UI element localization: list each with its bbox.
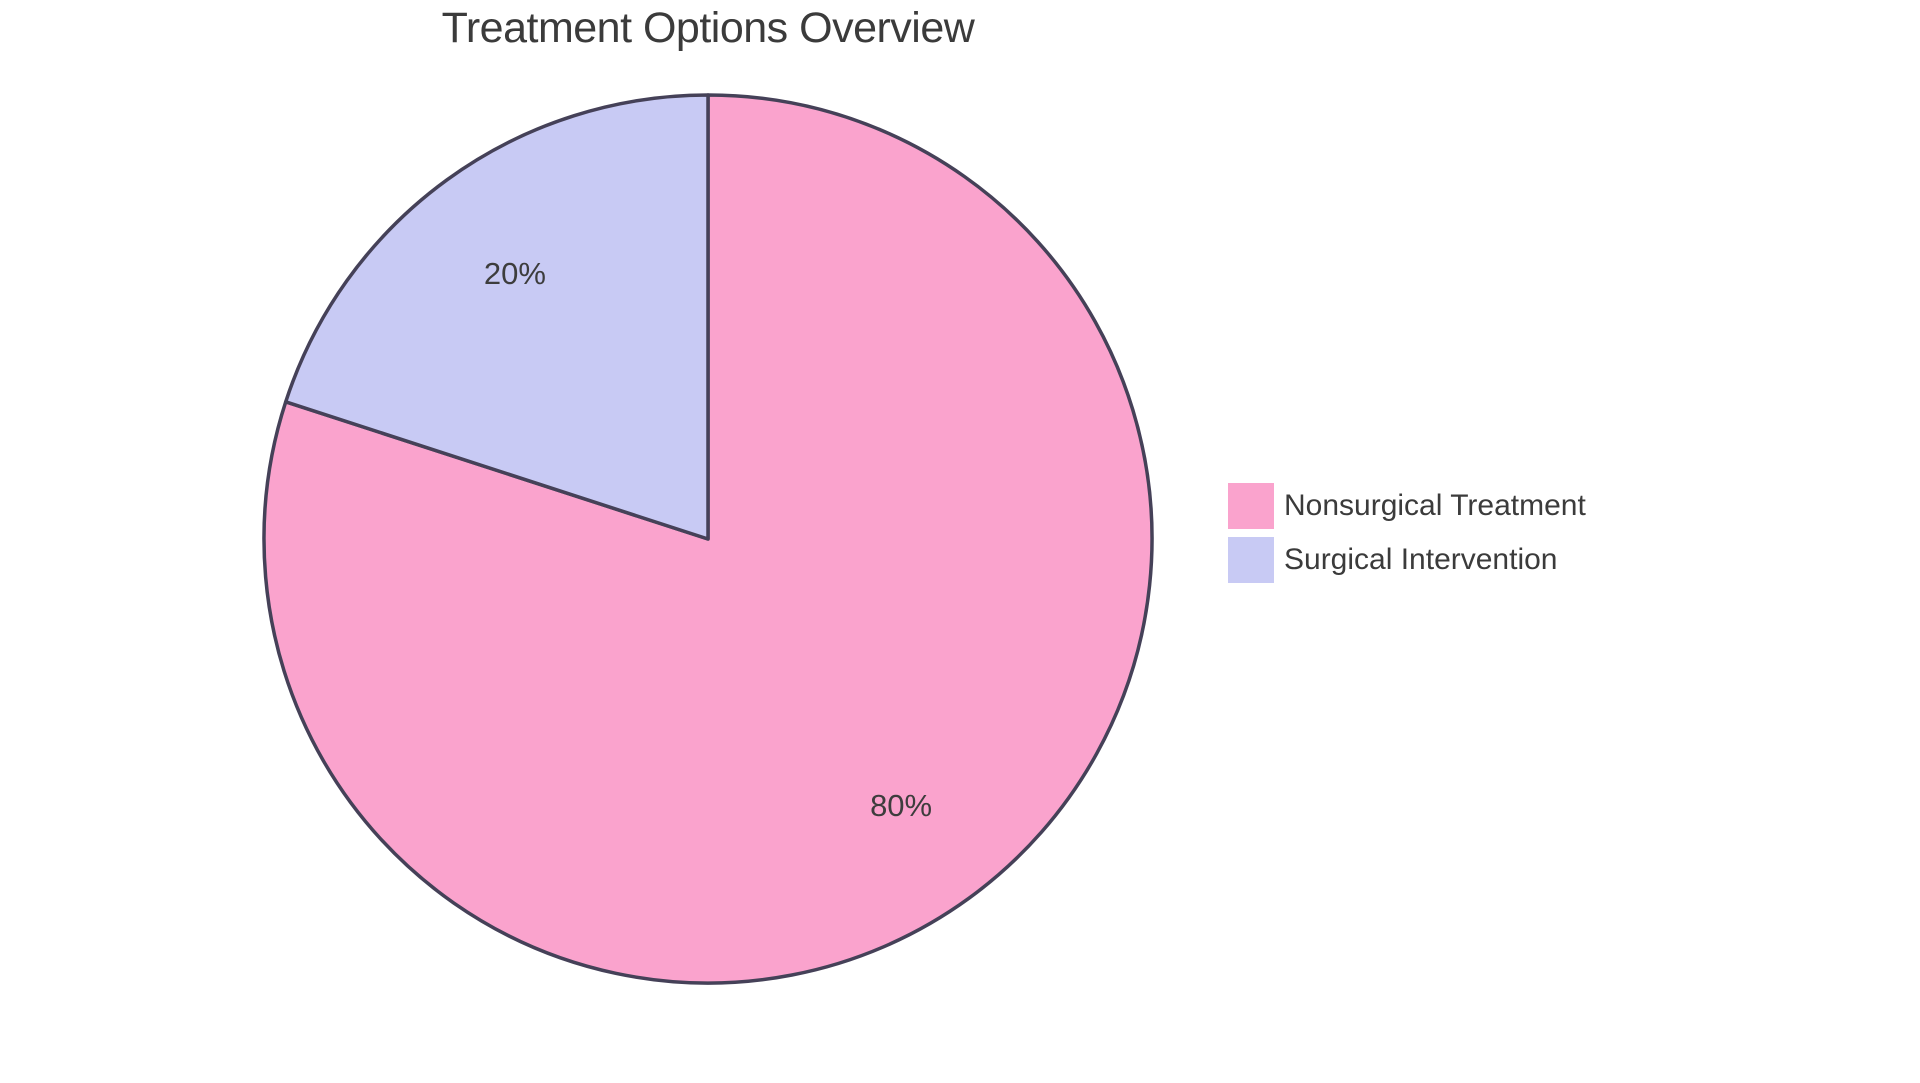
legend: Nonsurgical Treatment Surgical Intervent…	[1228, 483, 1586, 583]
pie-slice-percent-label: 20%	[484, 256, 546, 291]
pie-slice-surgical-intervention[interactable]	[283, 93, 710, 541]
legend-swatch-icon	[1228, 483, 1274, 529]
legend-item-surgical-intervention[interactable]: Surgical Intervention	[1228, 537, 1586, 583]
pie-slice-percent-label: 80%	[870, 788, 932, 823]
legend-item-nonsurgical-treatment[interactable]: Nonsurgical Treatment	[1228, 483, 1586, 529]
legend-label: Surgical Intervention	[1284, 543, 1558, 576]
legend-label: Nonsurgical Treatment	[1284, 489, 1586, 522]
legend-swatch-icon	[1228, 537, 1274, 583]
chart-title: Treatment Options Overview	[441, 4, 975, 52]
